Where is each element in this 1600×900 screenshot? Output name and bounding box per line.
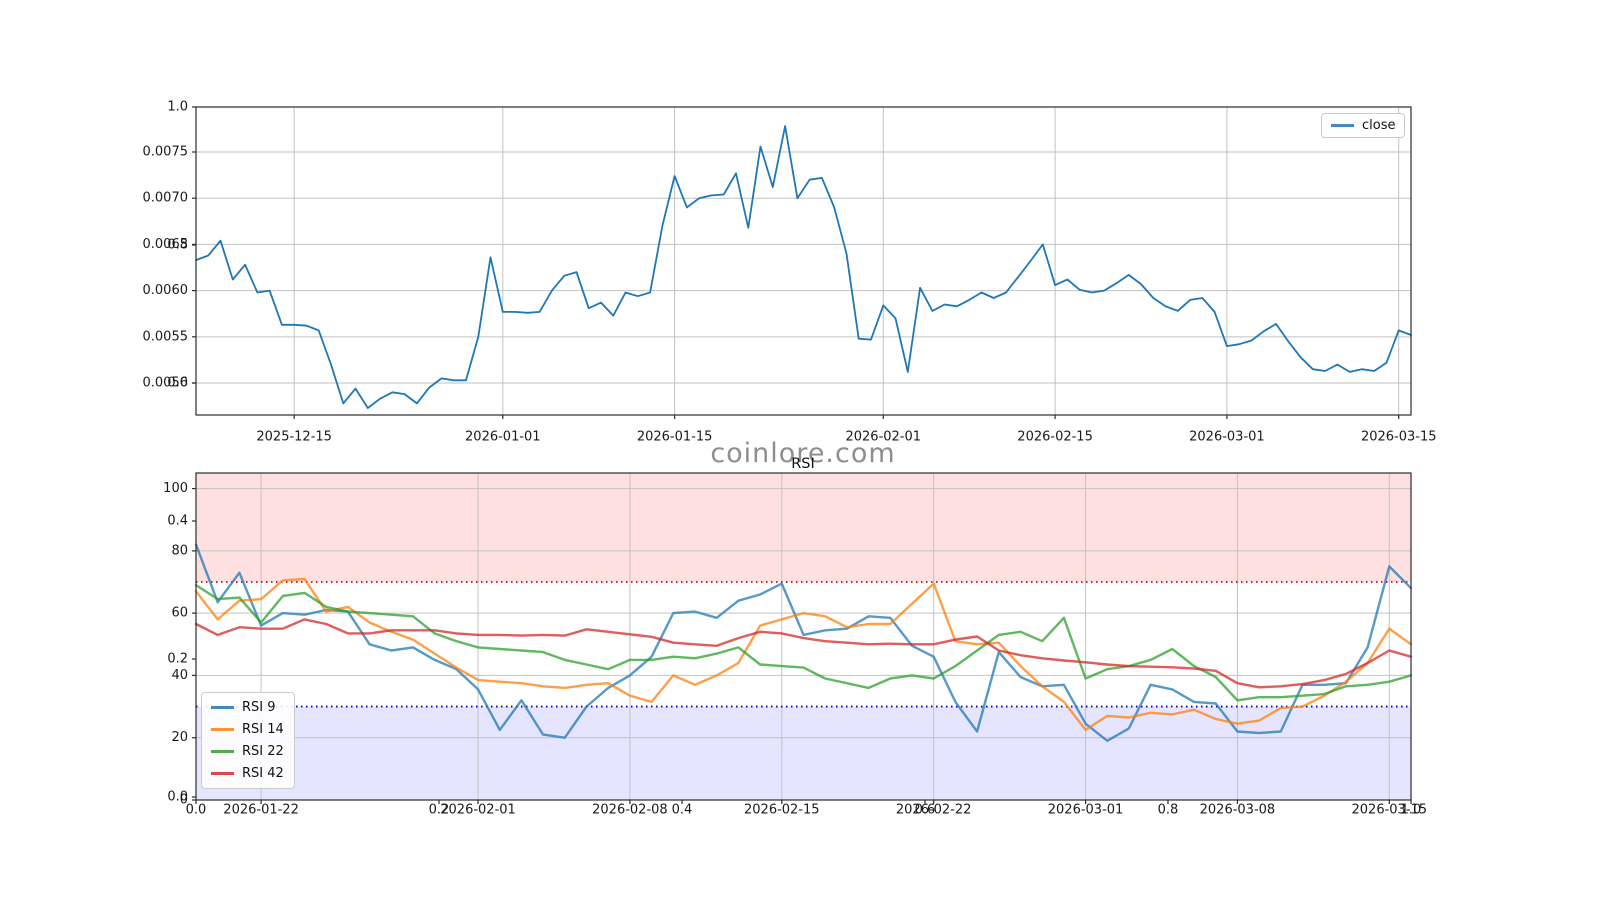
rsi-legend: RSI 9 RSI 14 RSI 22 RSI 42 bbox=[201, 692, 295, 789]
price-series bbox=[195, 125, 1412, 409]
stray-x-label: 0.8 bbox=[1158, 803, 1179, 818]
x-tick-label: 2026-03-08 bbox=[1200, 803, 1276, 818]
y-tick-label: 0 bbox=[180, 793, 188, 808]
stray-axis-labels: 1.0 0.8 0.6 0.4 0.2 0.00.0 0.2 0.4 0.6 0.8 1.0 bbox=[167, 100, 1421, 818]
rsi-legend-row: RSI 42 bbox=[211, 766, 284, 781]
y-tick-label: 0.0060 bbox=[143, 283, 189, 298]
close-line bbox=[195, 125, 1412, 409]
y-tick-label: 0.0070 bbox=[143, 191, 189, 206]
y-tick-label: 40 bbox=[171, 668, 188, 683]
y-tick-label: 0.0065 bbox=[143, 237, 189, 252]
price-legend: close bbox=[1321, 113, 1405, 138]
x-tick-label: 2026-03-01 bbox=[1048, 803, 1124, 818]
RSI 9-line bbox=[194, 543, 1413, 742]
price-tick-marks bbox=[192, 151, 1400, 419]
price-chart: 2025-12-15 2026-01-01 2026-01-15 2026-02-01… bbox=[143, 106, 1437, 445]
x-tick-label: 2026-01-01 bbox=[465, 430, 541, 445]
rsi-gridlines bbox=[196, 473, 1411, 801]
x-tick-label: 2026-01-15 bbox=[637, 430, 713, 445]
rsi-legend-label: RSI 9 bbox=[242, 700, 276, 715]
x-tick-label: 2026-02-22 bbox=[896, 803, 972, 818]
stray-y-label: 0.2 bbox=[167, 652, 188, 667]
stray-x-label: 0.2 bbox=[429, 803, 450, 818]
RSI 42-line bbox=[194, 618, 1413, 689]
rsi-tick-labels: 2026-01-22 2026-02-01 2026-02-08 2026-02-15… bbox=[163, 481, 1427, 817]
x-tick-label: 2026-02-15 bbox=[1017, 430, 1093, 445]
rsi-chart: 2026-01-22 2026-02-01 2026-02-08 2026-02-15… bbox=[163, 472, 1427, 818]
stray-x-label: 0.4 bbox=[672, 803, 693, 818]
rsi-legend-label: RSI 14 bbox=[242, 722, 284, 737]
rsi14-line-swatch bbox=[211, 728, 234, 731]
rsi-legend-row: RSI 14 bbox=[211, 722, 284, 737]
axes-frame bbox=[195, 106, 1412, 416]
rsi-bands bbox=[196, 473, 1411, 800]
watermark: coinlore.com bbox=[710, 438, 896, 469]
x-tick-label: 2026-02-15 bbox=[744, 803, 820, 818]
y-tick-label: 100 bbox=[163, 481, 188, 496]
RSI 14-line bbox=[194, 577, 1413, 732]
x-tick-label: 2026-03-01 bbox=[1189, 430, 1265, 445]
x-tick-label: 2026-03-15 bbox=[1361, 430, 1437, 445]
overbought-band bbox=[196, 473, 1411, 582]
rsi-legend-label: RSI 22 bbox=[242, 744, 284, 759]
rsi-axes-frame bbox=[195, 472, 1412, 801]
rsi9-line-swatch bbox=[211, 706, 234, 709]
rsi-legend-row: RSI 22 bbox=[211, 744, 284, 759]
price-tick-labels: 2025-12-15 2026-01-01 2026-01-15 2026-02-01… bbox=[143, 145, 1437, 445]
y-tick-label: 0.0055 bbox=[143, 329, 189, 344]
x-tick-label: 2026-02-01 bbox=[845, 430, 921, 445]
rsi-threshold-lines bbox=[196, 581, 1411, 708]
stray-y-label: 0.0 bbox=[167, 790, 188, 805]
stray-x-label: 0.6 bbox=[915, 803, 936, 818]
axes-frame bbox=[195, 472, 1412, 801]
close-line-swatch bbox=[1331, 124, 1354, 127]
y-tick-label: 0.0050 bbox=[143, 376, 189, 391]
rsi-panel-title: RSI bbox=[791, 456, 815, 472]
stray-y-label: 0.6 bbox=[167, 376, 188, 391]
rsi-tick-marks bbox=[192, 487, 1390, 804]
stray-y-label: 0.8 bbox=[167, 238, 188, 253]
price-legend-label: close bbox=[1362, 118, 1396, 133]
rsi-legend-row: RSI 9 bbox=[211, 700, 284, 715]
stray-y-label: 1.0 bbox=[167, 100, 188, 115]
x-tick-label: 2026-01-22 bbox=[223, 803, 299, 818]
y-tick-label: 20 bbox=[171, 730, 188, 745]
stray-y-label: 0.4 bbox=[167, 514, 188, 529]
rsi-legend-label: RSI 42 bbox=[242, 766, 284, 781]
oversold-band bbox=[196, 706, 1411, 800]
x-tick-label: 2026-02-01 bbox=[440, 803, 516, 818]
x-tick-label: 2026-02-08 bbox=[592, 803, 668, 818]
price-axes-frame bbox=[195, 106, 1412, 416]
stray-x-label: 0.0 bbox=[186, 803, 207, 818]
rsi-series bbox=[194, 543, 1413, 742]
y-tick-label: 60 bbox=[171, 606, 188, 621]
rsi22-line-swatch bbox=[211, 750, 234, 753]
rsi42-line-swatch bbox=[211, 772, 234, 775]
stray-x-label: 1.0 bbox=[1401, 803, 1422, 818]
RSI 22-line bbox=[194, 583, 1413, 702]
x-tick-label: 2025-12-15 bbox=[256, 430, 332, 445]
y-tick-label: 80 bbox=[171, 543, 188, 558]
y-tick-label: 0.0075 bbox=[143, 145, 189, 160]
x-tick-label: 2026-03-15 bbox=[1352, 803, 1428, 818]
price-gridlines bbox=[196, 107, 1411, 415]
